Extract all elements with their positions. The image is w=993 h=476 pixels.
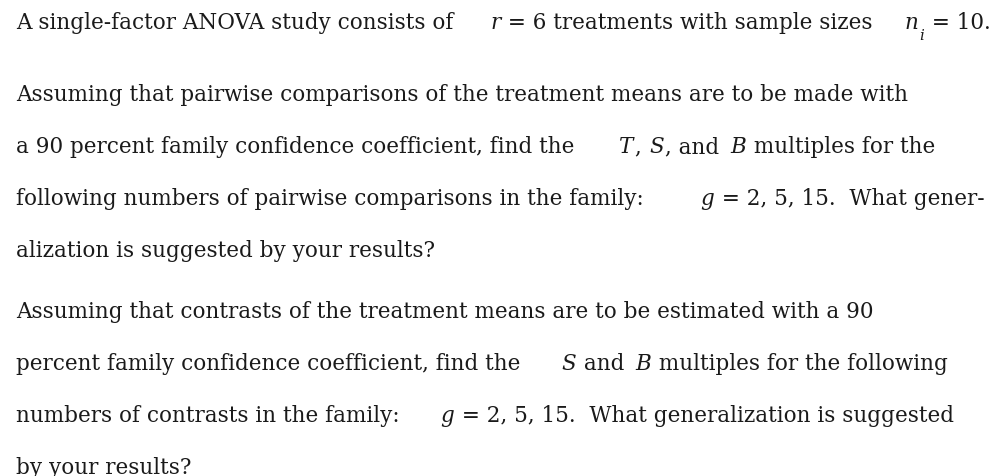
Text: ,: , xyxy=(635,136,648,158)
Text: multiples for the following: multiples for the following xyxy=(652,353,948,375)
Text: = 10.: = 10. xyxy=(924,11,990,33)
Text: T: T xyxy=(620,136,634,158)
Text: r: r xyxy=(491,11,500,33)
Text: Assuming that contrasts of the treatment means are to be estimated with a 90: Assuming that contrasts of the treatment… xyxy=(16,301,874,323)
Text: S: S xyxy=(649,136,664,158)
Text: percent family confidence coefficient, find the: percent family confidence coefficient, f… xyxy=(16,353,527,375)
Text: = 2, 5, 15.  What gener-: = 2, 5, 15. What gener- xyxy=(715,188,985,209)
Text: , and: , and xyxy=(665,136,726,158)
Text: S: S xyxy=(562,353,576,375)
Text: Assuming that pairwise comparisons of the treatment means are to be made with: Assuming that pairwise comparisons of th… xyxy=(16,84,909,106)
Text: following numbers of pairwise comparisons in the family:: following numbers of pairwise comparison… xyxy=(16,188,657,209)
Text: i: i xyxy=(920,29,924,43)
Text: A single-factor ANOVA study consists of: A single-factor ANOVA study consists of xyxy=(16,11,461,33)
Text: multiples for the: multiples for the xyxy=(747,136,935,158)
Text: by your results?: by your results? xyxy=(16,456,192,476)
Text: = 6 treatments with sample sizes: = 6 treatments with sample sizes xyxy=(501,11,880,33)
Text: numbers of contrasts in the family:: numbers of contrasts in the family: xyxy=(16,405,413,426)
Text: alization is suggested by your results?: alization is suggested by your results? xyxy=(16,239,435,262)
Text: g: g xyxy=(440,405,454,426)
Text: n: n xyxy=(905,11,919,33)
Text: = 2, 5, 15.  What generalization is suggested: = 2, 5, 15. What generalization is sugge… xyxy=(455,405,954,426)
Text: and: and xyxy=(577,353,632,375)
Text: B: B xyxy=(636,353,651,375)
Text: a 90 percent family confidence coefficient, find the: a 90 percent family confidence coefficie… xyxy=(16,136,582,158)
Text: B: B xyxy=(730,136,746,158)
Text: g: g xyxy=(701,188,714,209)
